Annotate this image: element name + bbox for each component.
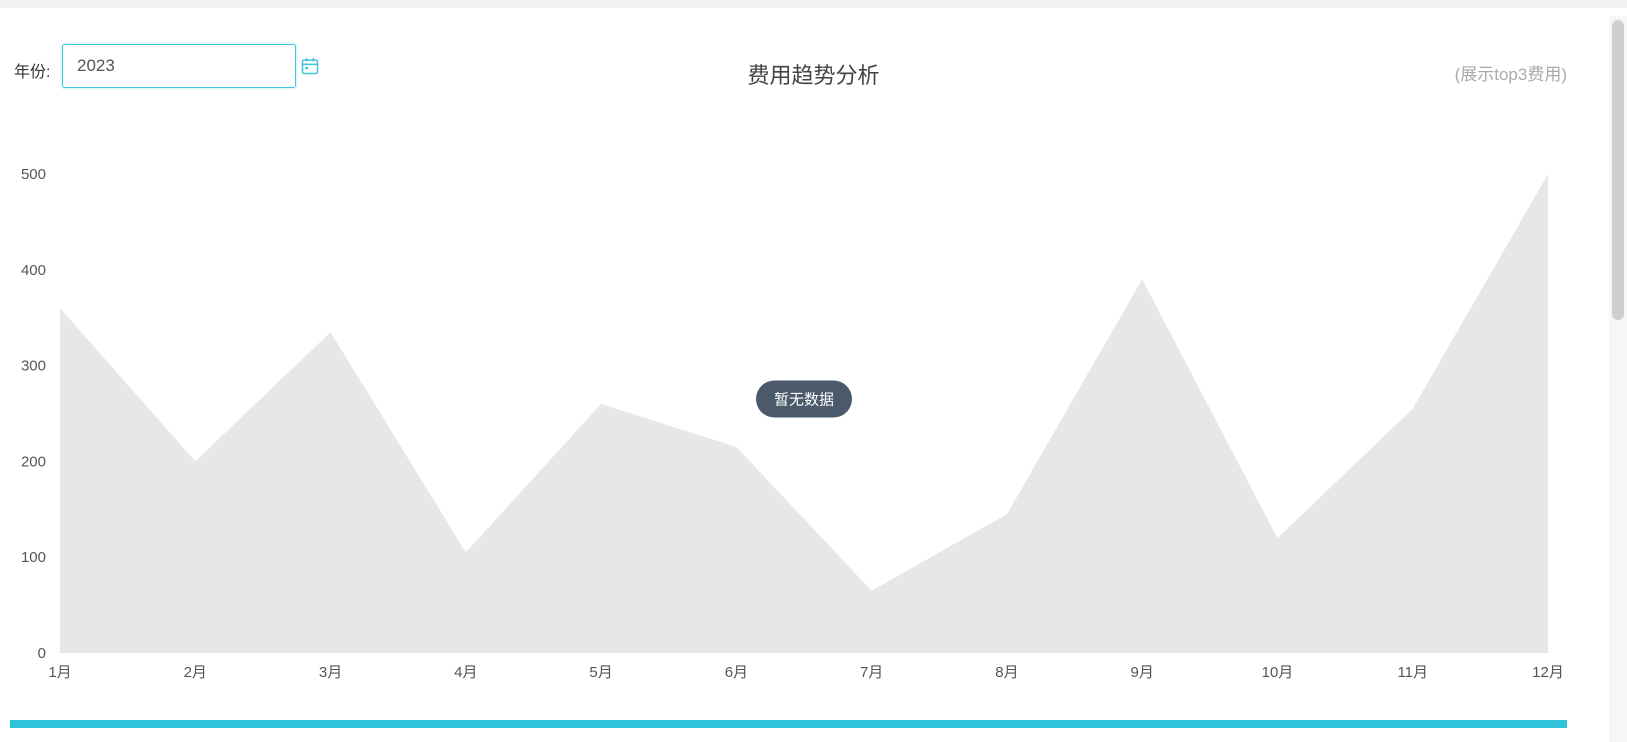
svg-text:300: 300 [21,358,46,375]
no-data-tooltip: 暂无数据 [756,381,852,418]
svg-text:7月: 7月 [860,664,883,681]
svg-text:500: 500 [21,166,46,183]
scrollbar-track[interactable] [1609,16,1627,742]
svg-text:10月: 10月 [1262,664,1294,681]
svg-text:0: 0 [38,645,46,662]
main-panel: 年份: 费用趋势分析 (展示top3费用) 0 100 200 300 400 500 1月… [0,8,1627,742]
svg-text:8月: 8月 [995,664,1018,681]
bottom-accent-bar [10,720,1567,728]
year-picker[interactable] [62,44,296,88]
svg-text:12月: 12月 [1532,664,1564,681]
svg-text:5月: 5月 [589,664,612,681]
header-row: 年份: 费用趋势分析 (展示top3费用) [0,8,1627,98]
svg-text:1月: 1月 [48,664,71,681]
year-label: 年份: [14,58,50,82]
scrollbar-thumb[interactable] [1612,20,1624,320]
year-input[interactable] [75,55,300,77]
svg-text:9月: 9月 [1131,664,1154,681]
svg-text:3月: 3月 [319,664,342,681]
calendar-icon [300,56,320,76]
chart-title: 费用趋势分析 [747,58,879,90]
svg-text:11月: 11月 [1397,664,1428,681]
svg-text:2月: 2月 [184,664,207,681]
top-strip [0,0,1627,8]
svg-text:200: 200 [21,453,46,470]
svg-text:4月: 4月 [454,664,477,681]
svg-text:100: 100 [21,549,46,566]
chart-subtitle: (展示top3费用) [1455,60,1567,85]
chart-area: 0 100 200 300 400 500 1月 2月 3月 4月 5月 6月 7月 8月 9月 10月 11月… [0,118,1567,698]
svg-text:400: 400 [21,262,46,279]
svg-text:6月: 6月 [725,664,748,681]
